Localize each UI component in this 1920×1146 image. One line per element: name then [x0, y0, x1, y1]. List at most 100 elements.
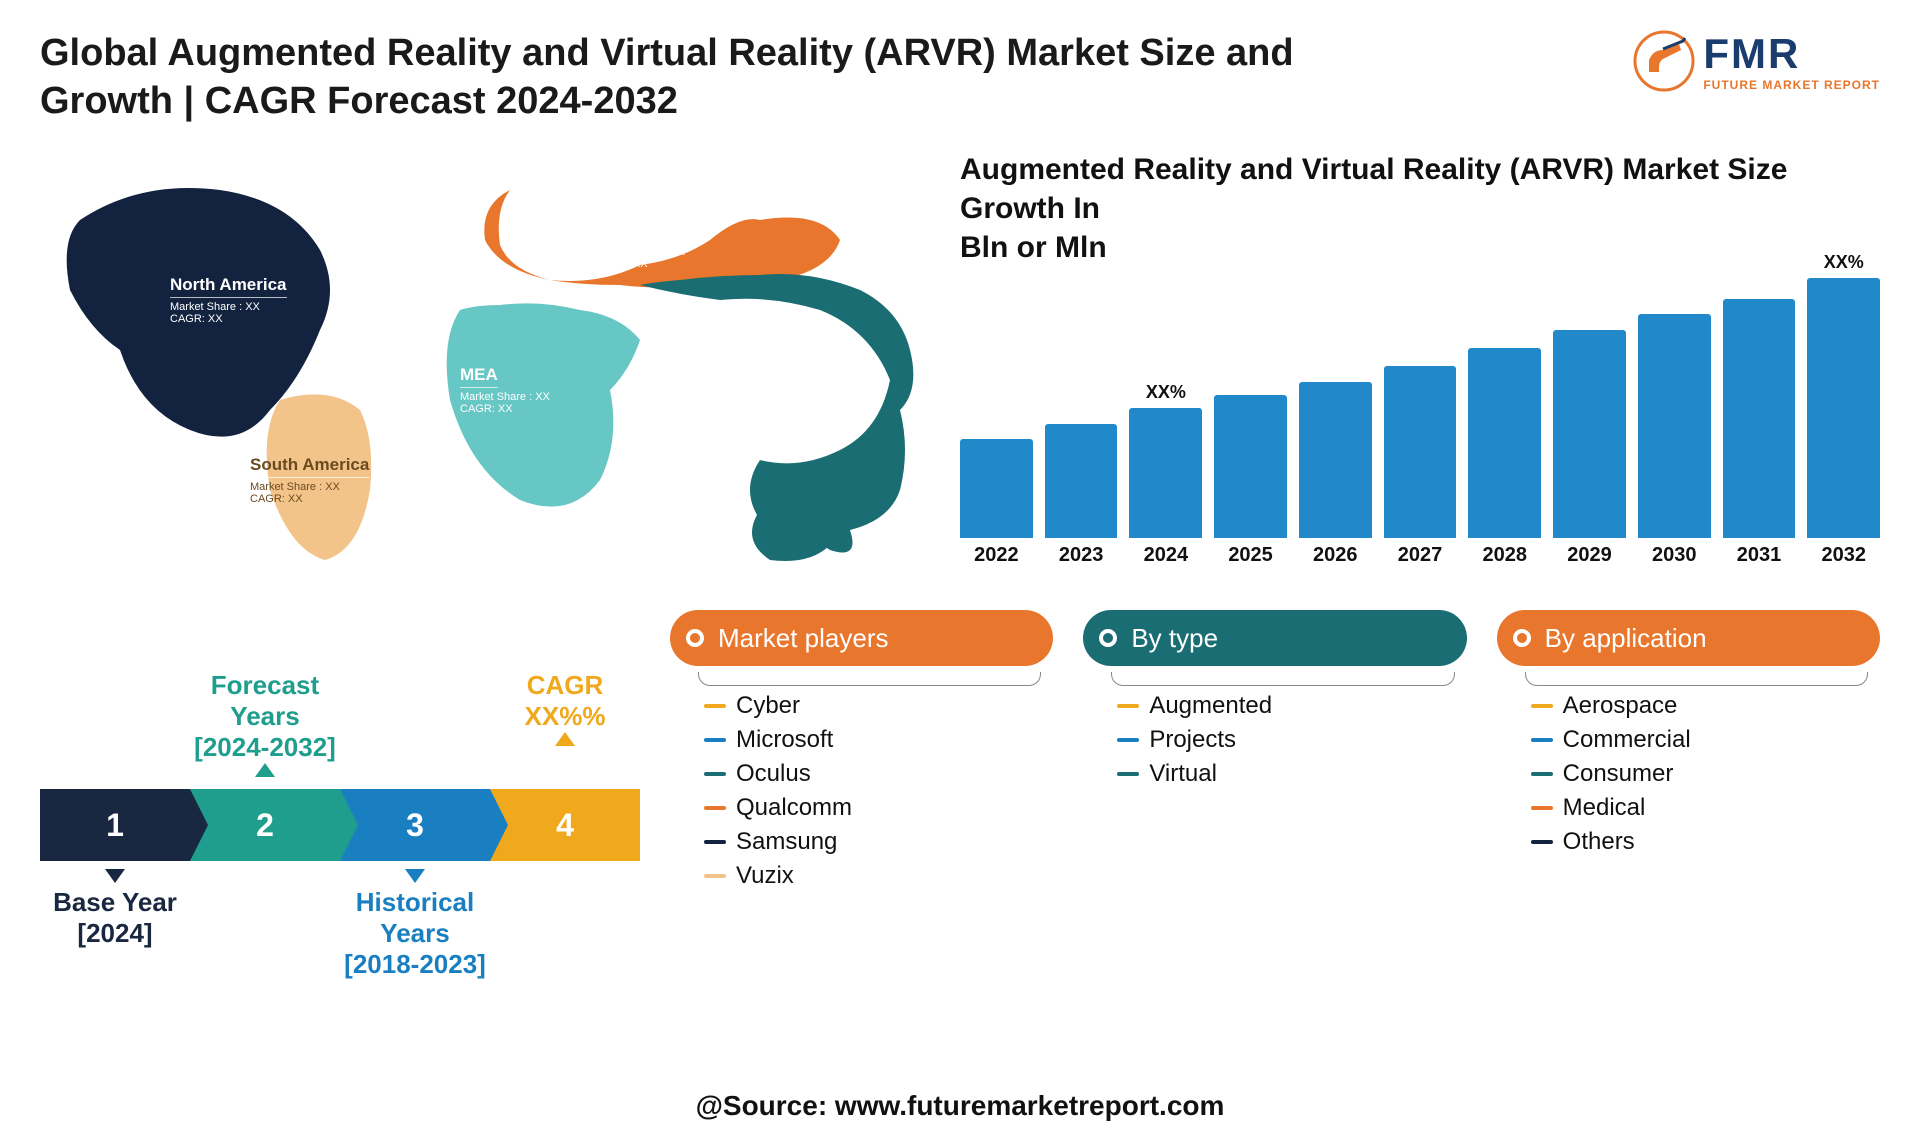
bar-year-label: 2027: [1398, 544, 1443, 567]
timeline-cell-1: 1: [40, 789, 190, 861]
map-svg: [40, 150, 940, 570]
timeline-label: Historical Years[2018-2023]: [340, 887, 490, 980]
triangle-icon: [555, 732, 575, 746]
bar-rect: [960, 439, 1033, 538]
item-label: Projects: [1149, 726, 1236, 754]
region-asia-pacific: Asia PacificMarket Share : XXCAGR: XX: [680, 300, 775, 350]
chart-title: Augmented Reality and Virtual Reality (A…: [960, 150, 1880, 267]
item-label: Microsoft: [736, 726, 833, 754]
bracket-line: [1525, 672, 1868, 686]
bar-2031: 2031: [1723, 299, 1796, 567]
timeline-panel: Forecast Years[2024-2032]CAGRXX%% 1234 B…: [40, 610, 640, 980]
bar-year-label: 2030: [1652, 544, 1697, 567]
category-pill: Market players: [670, 610, 1053, 666]
tick-icon: [704, 840, 726, 844]
tick-icon: [1531, 806, 1553, 810]
item-label: Commercial: [1563, 726, 1691, 754]
bar-year-label: 2024: [1144, 544, 1189, 567]
item-label: Cyber: [736, 692, 800, 720]
category-pill: By type: [1083, 610, 1466, 666]
bar-year-label: 2031: [1737, 544, 1782, 567]
item-label: Others: [1563, 828, 1635, 856]
list-item: Virtual: [1117, 760, 1466, 788]
list-item: Consumer: [1531, 760, 1880, 788]
tick-icon: [1117, 704, 1139, 708]
bar-year-label: 2029: [1567, 544, 1612, 567]
bracket-line: [698, 672, 1041, 686]
bar-rect: [1299, 382, 1372, 538]
region-south-america: South AmericaMarket Share : XXCAGR: XX: [250, 455, 369, 505]
list-item: Samsung: [704, 828, 1053, 856]
timeline-cell-4: 4: [490, 789, 640, 861]
triangle-icon: [105, 869, 125, 883]
bar-rect: XX%: [1129, 408, 1202, 538]
bar-annotation: XX%: [1146, 382, 1186, 403]
list-item: Qualcomm: [704, 794, 1053, 822]
fmr-logo: FMR FUTURE MARKET REPORT: [1633, 30, 1880, 92]
logo-subtitle: FUTURE MARKET REPORT: [1703, 78, 1880, 92]
bar-2025: 2025: [1214, 395, 1287, 567]
bar-year-label: 2028: [1483, 544, 1528, 567]
item-label: Vuzix: [736, 862, 794, 890]
region-mea: MEAMarket Share : XXCAGR: XX: [460, 365, 550, 415]
list-item: Others: [1531, 828, 1880, 856]
tick-icon: [704, 772, 726, 776]
tick-icon: [1117, 738, 1139, 742]
bar-rect: [1468, 348, 1541, 538]
bar-2029: 2029: [1553, 330, 1626, 567]
timeline-cell-3: 3: [340, 789, 490, 861]
list-item: Oculus: [704, 760, 1053, 788]
region-europe: EuropeMarket Share : XXCAGR: XX: [595, 220, 685, 270]
bar-2027: 2027: [1384, 366, 1457, 567]
logo-brand: FMR: [1703, 30, 1880, 78]
region-north-america: North AmericaMarket Share : XXCAGR: XX: [170, 275, 287, 325]
bar-rect: [1723, 299, 1796, 538]
page-title: Global Augmented Reality and Virtual Rea…: [40, 30, 1300, 125]
item-label: Qualcomm: [736, 794, 852, 822]
tick-icon: [1531, 772, 1553, 776]
item-label: Oculus: [736, 760, 811, 788]
item-label: Aerospace: [1563, 692, 1678, 720]
bar-year-label: 2032: [1821, 544, 1866, 567]
tick-icon: [1531, 738, 1553, 742]
item-label: Medical: [1563, 794, 1646, 822]
bar-2032: XX%2032: [1807, 278, 1880, 567]
list-item: Vuzix: [704, 862, 1053, 890]
bar-year-label: 2023: [1059, 544, 1104, 567]
by-application-panel: By applicationAerospaceCommercialConsume…: [1497, 610, 1880, 980]
market-players-panel: Market players Cyber Microsoft Oculus Qualco…: [670, 610, 1053, 980]
bar-annotation: XX%: [1824, 252, 1864, 273]
timeline-cell-2: 2: [190, 789, 340, 861]
bar-2022: 2022: [960, 439, 1033, 567]
world-map: North AmericaMarket Share : XXCAGR: XX So…: [40, 150, 940, 580]
by-type-panel: By typeAugmentedProjectsVirtual: [1083, 610, 1466, 980]
list-item: Aerospace: [1531, 692, 1880, 720]
bar-year-label: 2025: [1228, 544, 1273, 567]
list-item: Cyber: [704, 692, 1053, 720]
tick-icon: [704, 738, 726, 742]
growth-bar-chart: Augmented Reality and Virtual Reality (A…: [960, 150, 1880, 580]
category-title: By type: [1131, 623, 1218, 654]
tick-icon: [704, 704, 726, 708]
bar-2026: 2026: [1299, 382, 1372, 567]
timeline-label: Forecast Years[2024-2032]: [190, 670, 340, 763]
triangle-icon: [405, 869, 425, 883]
tick-icon: [704, 806, 726, 810]
dot-icon: [1099, 629, 1117, 647]
bracket-line: [1111, 672, 1454, 686]
bar-rect: [1045, 424, 1118, 538]
item-label: Virtual: [1149, 760, 1217, 788]
item-label: Consumer: [1563, 760, 1674, 788]
item-label: Samsung: [736, 828, 837, 856]
bar-2028: 2028: [1468, 348, 1541, 567]
bar-rect: [1384, 366, 1457, 538]
dot-icon: [686, 629, 704, 647]
triangle-icon: [255, 763, 275, 777]
bar-2030: 2030: [1638, 314, 1711, 567]
tick-icon: [1531, 704, 1553, 708]
list-item: Projects: [1117, 726, 1466, 754]
tick-icon: [1117, 772, 1139, 776]
source-attribution: @Source: www.futuremarketreport.com: [696, 1090, 1225, 1122]
timeline-label: Base Year[2024]: [40, 887, 190, 949]
bar-2024: XX% 2024: [1129, 408, 1202, 567]
